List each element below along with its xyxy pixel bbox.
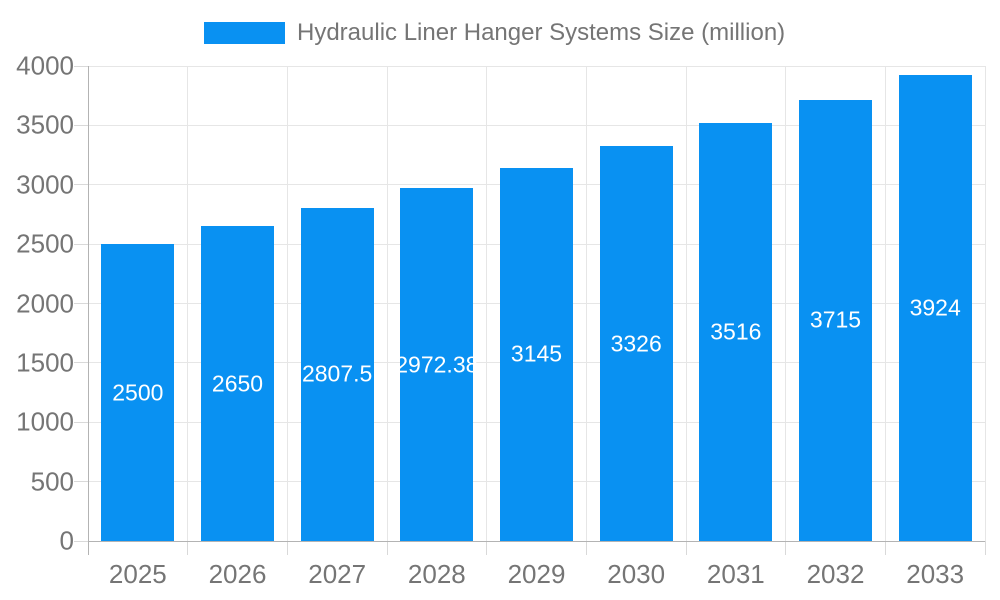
x-axis-tick-label: 2029	[507, 559, 566, 589]
gridline-vertical	[984, 66, 986, 541]
bar-value-label: 3145	[510, 340, 563, 367]
x-axis-tick-label: 2030	[607, 559, 666, 589]
x-axis-tick	[585, 541, 587, 555]
y-axis-tick-label: 2500	[16, 228, 74, 259]
x-axis-tick-label: 2028	[407, 559, 466, 589]
y-axis-tick	[74, 421, 88, 423]
bar-value-label: 2807.5	[301, 360, 373, 387]
y-axis-line	[87, 66, 89, 555]
y-axis-tick	[74, 65, 88, 67]
gridline-vertical	[286, 66, 288, 541]
y-axis-tick	[74, 540, 88, 542]
bar: 3715	[799, 99, 872, 541]
x-axis-tick-label: 2032	[806, 559, 865, 589]
y-axis-tick	[74, 124, 88, 126]
x-axis-tick	[884, 541, 886, 555]
legend-label: Hydraulic Liner Hanger Systems Size (mil…	[297, 19, 786, 46]
y-axis-tick-label: 0	[59, 525, 74, 556]
y-axis-tick	[74, 362, 88, 364]
x-axis-tick	[685, 541, 687, 555]
x-axis-tick-label: 2025	[108, 559, 167, 589]
x-axis-tick	[286, 541, 288, 555]
bar-value-label: 3326	[610, 330, 662, 357]
bar: 3516	[699, 123, 773, 541]
y-axis-tick-label: 1500	[16, 347, 74, 378]
y-axis-tick-label: 500	[30, 466, 74, 497]
legend-item[interactable]: Hydraulic Liner Hanger Systems Size (mil…	[204, 19, 786, 46]
x-axis-tick	[386, 541, 388, 555]
y-axis-tick	[74, 303, 88, 304]
gridline-horizontal	[88, 124, 985, 126]
x-axis-tick-label: 2031	[706, 559, 765, 589]
gridline-vertical	[685, 66, 687, 541]
bar: 3145	[500, 167, 573, 541]
gridline-vertical	[386, 66, 388, 541]
x-axis-tick	[486, 541, 488, 555]
gridline-vertical	[785, 66, 787, 541]
bar-value-label: 2650	[211, 370, 264, 397]
bar: 2500	[101, 244, 175, 541]
gridline-vertical	[884, 66, 886, 541]
x-axis-tick	[187, 541, 189, 555]
plot-area: 0 500 1000 1500 2000 2500 3000 3500 4000 2500 2025…	[16, 51, 986, 589]
x-axis-line	[88, 540, 985, 542]
gridline-vertical	[585, 66, 587, 541]
bar-value-label: 3924	[909, 294, 961, 321]
y-axis-tick	[74, 481, 88, 483]
x-axis-tick-label: 2026	[208, 559, 267, 589]
y-axis-tick-label: 2000	[16, 288, 74, 318]
y-axis-tick	[74, 184, 88, 186]
x-axis-tick	[785, 541, 787, 555]
legend-swatch	[204, 22, 285, 44]
y-axis-tick-label: 1000	[16, 406, 74, 437]
bar: 3924	[898, 75, 972, 541]
y-axis-tick	[74, 243, 88, 245]
x-axis-tick-label: 2027	[308, 559, 367, 589]
x-axis-tick	[984, 541, 986, 555]
gridline-horizontal	[88, 65, 985, 67]
bar-value-label: 2972.38	[395, 351, 479, 378]
y-axis-tick-label: 3500	[16, 109, 74, 140]
bar: 2807.5	[300, 207, 374, 541]
bar-value-label: 3516	[710, 318, 762, 345]
gridline-vertical	[486, 66, 488, 541]
bar-value-label: 3715	[809, 306, 862, 333]
y-axis-tick-label: 4000	[16, 50, 74, 81]
bar-value-label: 2500	[112, 379, 164, 406]
y-axis-tick-label: 3000	[16, 169, 74, 200]
bar: 2972.38	[395, 188, 478, 541]
gridline-vertical	[187, 66, 189, 541]
bar: 3326	[599, 146, 673, 541]
x-axis-tick-label: 2033	[906, 559, 965, 589]
bar: 2650	[201, 226, 274, 541]
